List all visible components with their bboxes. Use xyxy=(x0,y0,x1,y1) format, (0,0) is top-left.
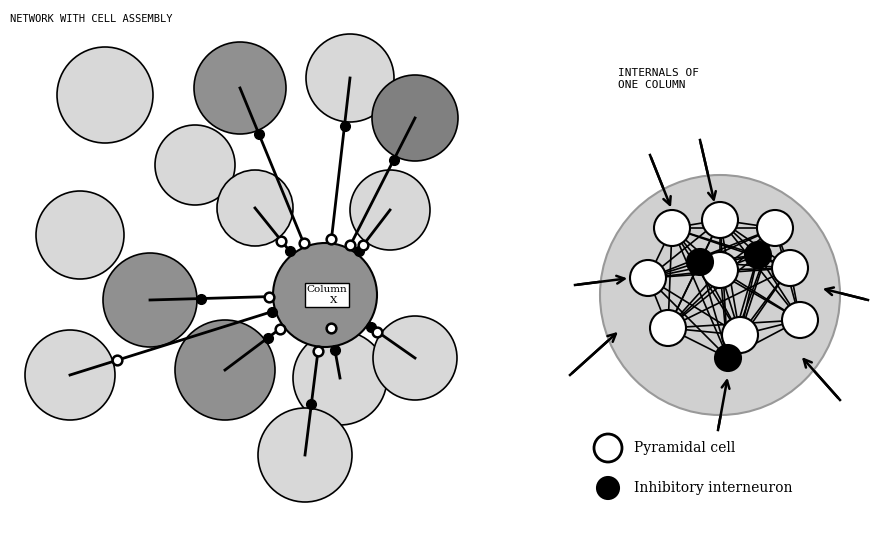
Circle shape xyxy=(745,242,770,268)
Text: Pyramidal cell: Pyramidal cell xyxy=(633,441,735,455)
Circle shape xyxy=(293,331,387,425)
Circle shape xyxy=(596,477,618,499)
Circle shape xyxy=(306,34,394,122)
Circle shape xyxy=(175,320,275,420)
Circle shape xyxy=(649,310,685,346)
Circle shape xyxy=(756,210,792,246)
Circle shape xyxy=(781,302,817,338)
Circle shape xyxy=(217,170,293,246)
Circle shape xyxy=(653,210,689,246)
Circle shape xyxy=(25,330,115,420)
Circle shape xyxy=(273,243,376,347)
Circle shape xyxy=(721,317,757,353)
Circle shape xyxy=(686,249,712,275)
Circle shape xyxy=(771,250,807,286)
Text: Inhibitory interneuron: Inhibitory interneuron xyxy=(633,481,792,495)
Circle shape xyxy=(350,170,430,250)
Circle shape xyxy=(57,47,153,143)
Circle shape xyxy=(599,175,839,415)
Circle shape xyxy=(103,253,196,347)
Circle shape xyxy=(36,191,124,279)
Circle shape xyxy=(702,202,738,238)
Text: INTERNALS OF
ONE COLUMN: INTERNALS OF ONE COLUMN xyxy=(617,68,698,90)
Circle shape xyxy=(714,345,740,371)
Circle shape xyxy=(372,75,458,161)
Circle shape xyxy=(373,316,457,400)
Text: NETWORK WITH CELL ASSEMBLY: NETWORK WITH CELL ASSEMBLY xyxy=(10,14,172,24)
Circle shape xyxy=(194,42,286,134)
Circle shape xyxy=(155,125,235,205)
Text: Column
    X: Column X xyxy=(306,285,347,304)
Circle shape xyxy=(258,408,352,502)
Circle shape xyxy=(630,260,666,296)
Circle shape xyxy=(594,434,621,462)
Circle shape xyxy=(702,252,738,288)
